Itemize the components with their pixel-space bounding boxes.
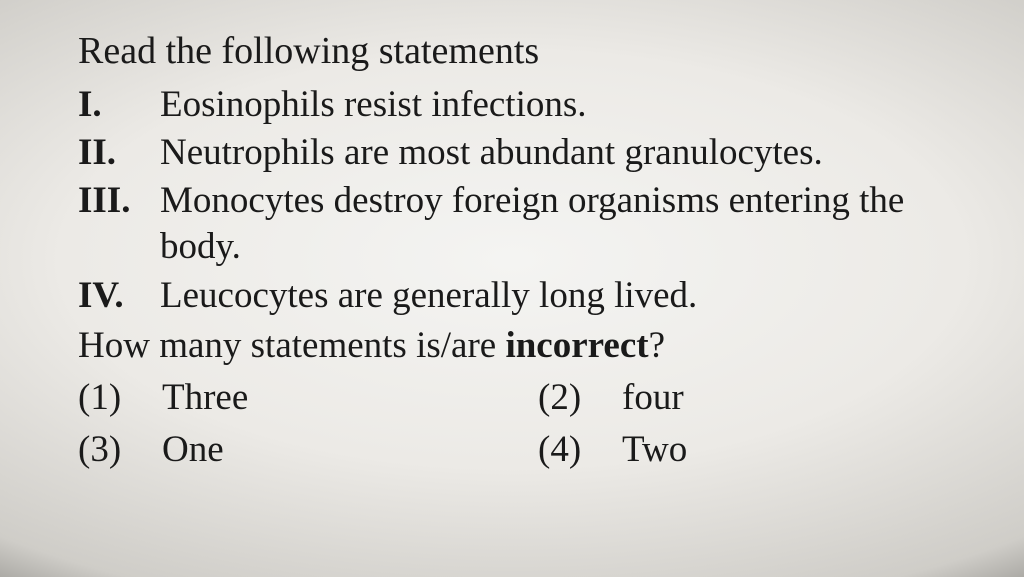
options-grid: (1) Three (2) four (3) One (4) Two <box>78 375 958 474</box>
statement-text: Monocytes destroy foreign organisms ente… <box>160 178 958 271</box>
statement-text: Leucocytes are generally long lived. <box>160 273 958 319</box>
statement-row: II. Neutrophils are most abundant granul… <box>78 130 958 176</box>
option-text: One <box>162 427 224 473</box>
question-block: Read the following statements I. Eosinop… <box>78 28 958 474</box>
statement-row: IV. Leucocytes are generally long lived. <box>78 273 958 319</box>
question-emphasis: incorrect <box>505 325 648 366</box>
option-4[interactable]: (4) Two <box>538 427 958 473</box>
option-text: four <box>622 375 684 421</box>
statement-numeral: II. <box>78 130 160 176</box>
question-suffix: ? <box>649 325 665 366</box>
option-label: (4) <box>538 427 622 473</box>
question-prefix: How many statements is/are <box>78 325 505 366</box>
question-line: How many statements is/are incorrect? <box>78 323 958 369</box>
statement-text: Eosinophils resist infections. <box>160 82 958 128</box>
statement-row: III. Monocytes destroy foreign organisms… <box>78 178 958 271</box>
option-label: (3) <box>78 427 162 473</box>
option-3[interactable]: (3) One <box>78 427 498 473</box>
statement-text: Neutrophils are most abundant granulocyt… <box>160 130 958 176</box>
option-label: (1) <box>78 375 162 421</box>
statement-numeral: III. <box>78 178 160 271</box>
option-label: (2) <box>538 375 622 421</box>
option-1[interactable]: (1) Three <box>78 375 498 421</box>
option-text: Two <box>622 427 687 473</box>
question-stem: Read the following statements <box>78 28 958 76</box>
statement-row: I. Eosinophils resist infections. <box>78 82 958 128</box>
option-text: Three <box>162 375 248 421</box>
statement-numeral: IV. <box>78 273 160 319</box>
statements-list: I. Eosinophils resist infections. II. Ne… <box>78 82 958 319</box>
statement-numeral: I. <box>78 82 160 128</box>
option-2[interactable]: (2) four <box>538 375 958 421</box>
